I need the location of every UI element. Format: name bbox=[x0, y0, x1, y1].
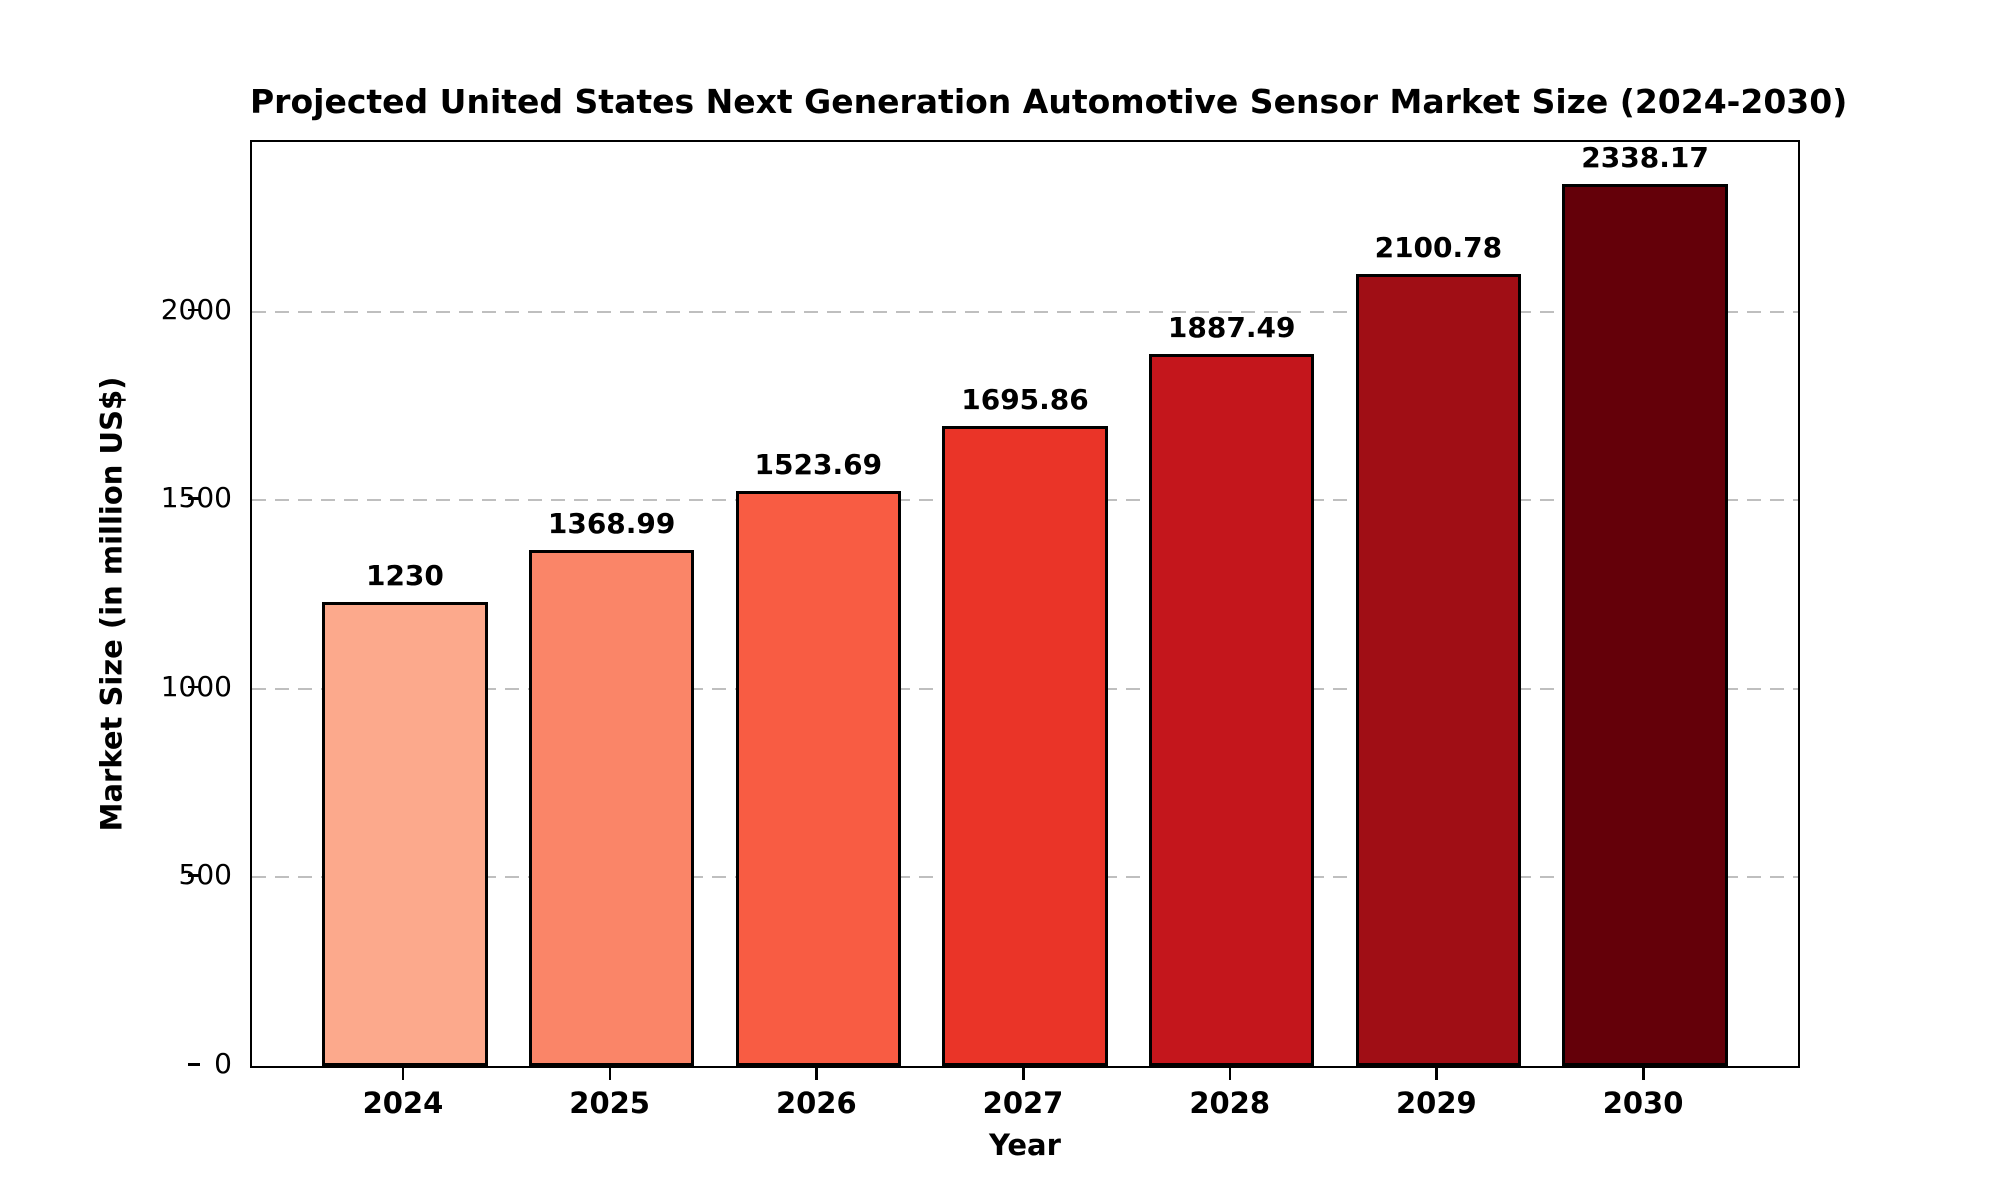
bar-value-label-2028: 1887.49 bbox=[1167, 311, 1296, 345]
y-tick-label-1500: 1500 bbox=[160, 481, 232, 515]
y-tick-label-500: 500 bbox=[178, 858, 232, 892]
bar-2029 bbox=[1355, 273, 1522, 1066]
bar-2024 bbox=[322, 602, 488, 1066]
x-tick-label-2024: 2024 bbox=[362, 1086, 444, 1120]
x-tick-mark-2025 bbox=[608, 1068, 612, 1080]
y-axis-label-text: Market Size (in million US$) bbox=[94, 376, 129, 832]
y-tick-label-0: 0 bbox=[214, 1047, 232, 1080]
y-axis-label: Market Size (in million US$) bbox=[88, 140, 134, 1068]
bar-value-label-2025: 1368.99 bbox=[547, 506, 676, 540]
x-tick-mark-2028 bbox=[1228, 1068, 1232, 1080]
bar-2030 bbox=[1562, 184, 1728, 1066]
bar-value-label-2026: 1523.69 bbox=[754, 448, 883, 482]
x-tick-mark-2030 bbox=[1642, 1068, 1645, 1080]
x-axis-label: Year bbox=[989, 1128, 1061, 1162]
x-tick-label-2028: 2028 bbox=[1189, 1086, 1271, 1120]
x-tick-label-2030: 2030 bbox=[1602, 1086, 1684, 1120]
bar-value-label-2024: 1230 bbox=[365, 559, 444, 593]
y-tick-label-1000: 1000 bbox=[160, 669, 232, 703]
bar-2025 bbox=[528, 549, 695, 1066]
x-tick-mark-2029 bbox=[1435, 1068, 1438, 1080]
bar-value-label-2029: 2100.78 bbox=[1374, 230, 1503, 264]
x-tick-mark-2024 bbox=[401, 1068, 405, 1080]
bar-2027 bbox=[942, 426, 1108, 1066]
bar-2026 bbox=[735, 491, 901, 1066]
y-tick-label-2000: 2000 bbox=[160, 292, 232, 326]
y-tick-mark-500 bbox=[188, 874, 200, 877]
bar-value-label-2030: 2338.17 bbox=[1581, 141, 1709, 175]
y-tick-mark-1500 bbox=[188, 497, 200, 500]
bar-2028 bbox=[1149, 354, 1315, 1066]
plot-area: 1230 1368.99 1523.69 1695.86 1887.49 2100.78 2… bbox=[250, 140, 1800, 1068]
y-tick-mark-1000 bbox=[188, 685, 200, 689]
x-tick-label-2027: 2027 bbox=[982, 1086, 1064, 1120]
x-tick-label-2026: 2026 bbox=[775, 1086, 857, 1120]
gridline-2000 bbox=[252, 310, 1798, 313]
y-tick-mark-2000 bbox=[188, 308, 200, 312]
x-tick-label-2025: 2025 bbox=[569, 1086, 650, 1120]
chart-title: Projected United States Next Generation … bbox=[250, 82, 1848, 121]
x-tick-mark-2026 bbox=[815, 1068, 818, 1080]
x-tick-label-2029: 2029 bbox=[1396, 1086, 1477, 1120]
y-tick-mark-0 bbox=[188, 1063, 200, 1066]
bar-value-label-2027: 1695.86 bbox=[961, 383, 1089, 417]
x-tick-mark-2027 bbox=[1022, 1068, 1025, 1080]
